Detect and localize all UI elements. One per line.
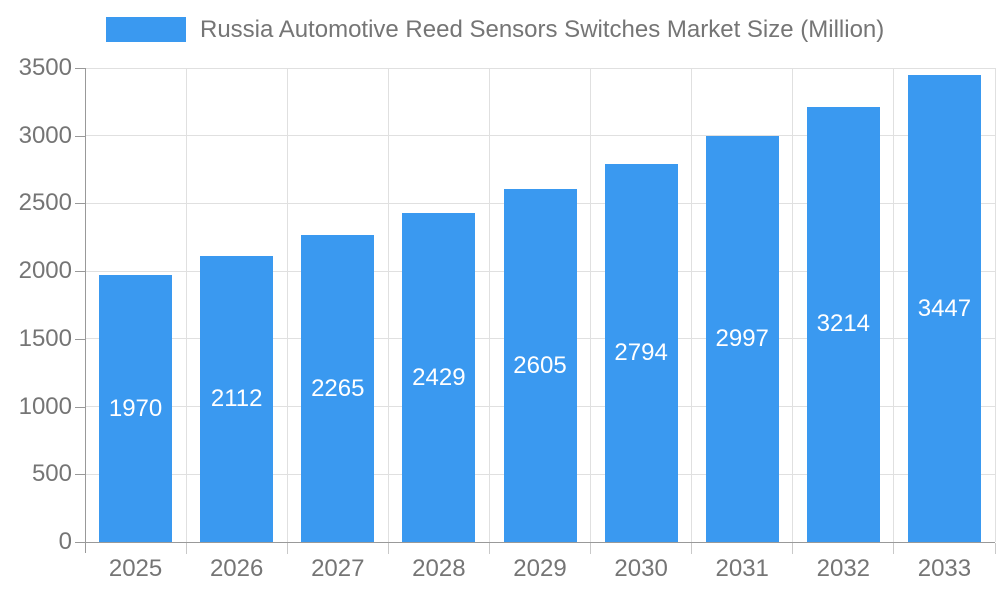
x-axis-line (75, 542, 995, 543)
bar-value-label: 2605 (513, 351, 567, 379)
bar: 2429 (402, 213, 476, 542)
x-axis-tick (691, 543, 693, 554)
y-tick-label: 500 (31, 460, 72, 488)
gridline-vertical (994, 68, 996, 542)
bar: 2265 (301, 235, 375, 542)
gridline-vertical (488, 68, 490, 542)
x-axis-tick (792, 543, 794, 554)
x-tick-label: 2032 (816, 555, 871, 582)
bar-value-label: 2794 (614, 338, 668, 366)
gridline-vertical (893, 68, 895, 542)
y-tick-label: 2000 (18, 257, 72, 285)
bar-value-label: 2997 (715, 325, 769, 353)
legend-label: Russia Automotive Reed Sensors Switches … (200, 16, 885, 43)
y-axis-tick (75, 68, 85, 69)
y-axis-tick (75, 406, 85, 408)
y-tick-label: 2500 (18, 189, 72, 217)
x-tick-label: 2027 (311, 555, 365, 582)
y-tick-label: 1000 (18, 392, 72, 420)
y-axis-tick (75, 271, 85, 273)
gridline-horizontal (85, 67, 995, 69)
x-axis-tick (488, 543, 490, 554)
y-tick-label: 1500 (18, 324, 72, 352)
x-tick-label: 2029 (513, 555, 567, 582)
gridline-vertical (387, 68, 389, 542)
x-tick-label: 2026 (209, 555, 264, 582)
bar-value-label: 3214 (816, 310, 871, 338)
bar: 2794 (604, 163, 678, 542)
x-axis-tick (590, 543, 592, 554)
x-axis-tick (286, 543, 288, 554)
x-axis-tick (387, 543, 389, 554)
gridline-vertical (185, 68, 187, 542)
x-axis-tick (185, 543, 187, 554)
x-tick-label: 2033 (917, 555, 972, 582)
gridline-vertical (792, 68, 794, 542)
bar: 2605 (503, 189, 577, 542)
gridline-horizontal (85, 135, 995, 137)
y-axis-tick (75, 542, 85, 543)
bar: 2112 (200, 255, 274, 542)
gridline-vertical (691, 68, 693, 542)
gridline-vertical (590, 68, 592, 542)
y-axis-line (85, 68, 86, 553)
x-tick-label: 2025 (108, 555, 163, 582)
y-axis-tick (75, 474, 85, 476)
bar-value-label: 2265 (311, 374, 365, 402)
x-tick-label: 2031 (715, 555, 769, 582)
legend-swatch (106, 17, 186, 42)
x-axis-tick (893, 543, 895, 554)
x-tick-label: 2030 (614, 555, 668, 582)
plot-area: 1970 2112 2265 2429 2605 2794 2997 3214 3447 (85, 67, 996, 542)
bar: 2997 (705, 136, 779, 542)
x-axis-tick (994, 543, 996, 554)
bar: 1970 (99, 275, 173, 542)
bar-value-label: 2429 (412, 363, 466, 391)
x-tick-label: 2028 (412, 555, 466, 582)
y-tick-label: 3500 (18, 54, 72, 81)
y-tick-label: 0 (58, 528, 72, 555)
y-axis-tick (75, 338, 85, 340)
gridline-vertical (286, 68, 288, 542)
bar: 3447 (907, 75, 981, 542)
y-axis-tick (75, 203, 85, 205)
y-tick-label: 3000 (18, 121, 72, 149)
y-axis-tick (75, 135, 85, 137)
bar-value-label: 3447 (917, 294, 972, 322)
bar-value-label: 2112 (210, 384, 263, 412)
bar-value-label: 1970 (108, 394, 163, 422)
bar: 3214 (806, 106, 880, 542)
